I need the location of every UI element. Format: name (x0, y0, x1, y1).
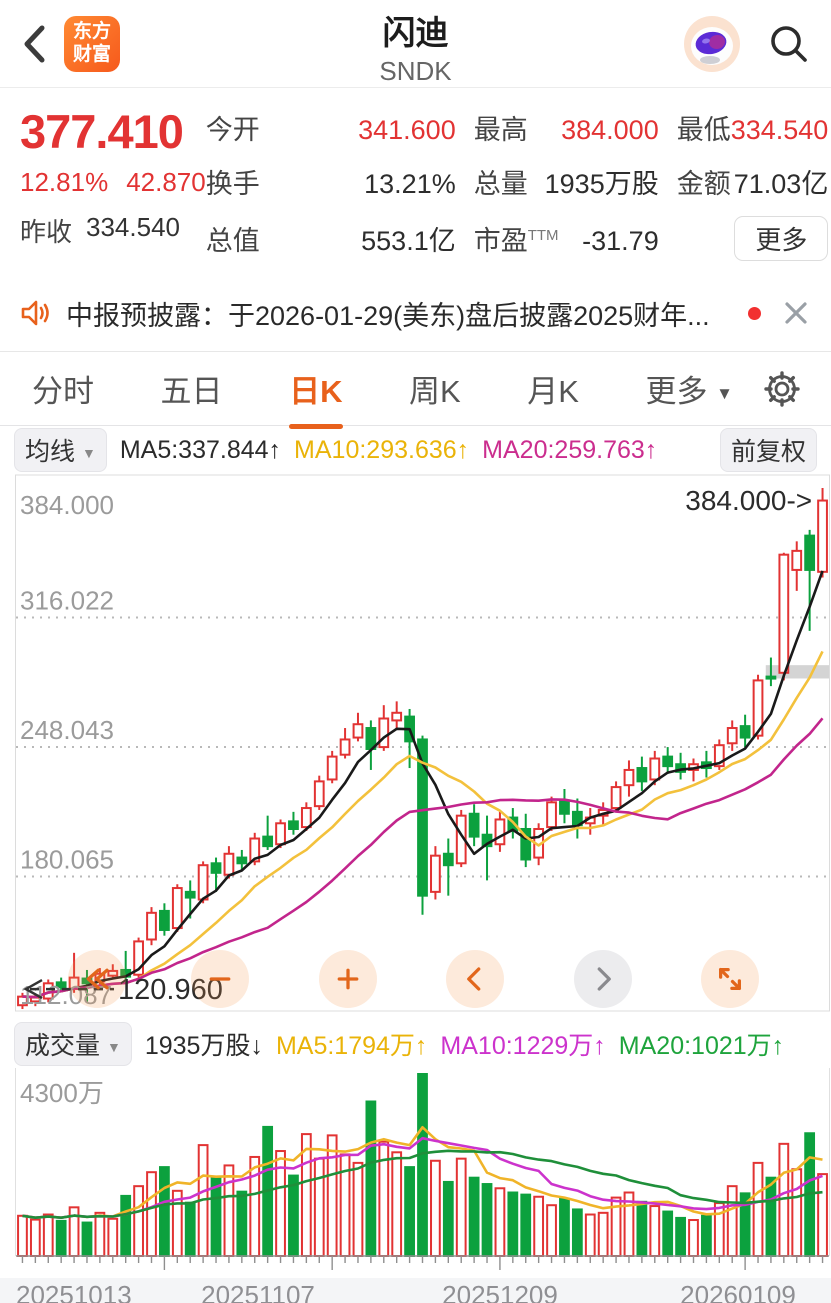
adjust-mode-button[interactable]: 前复权 (719, 428, 817, 472)
volume-dropdown-button[interactable]: 成交量 ▼ (14, 1022, 132, 1066)
more-button[interactable]: 更多 (734, 216, 829, 261)
app-header: 东方 财富 闪迪 SNDK (0, 0, 831, 88)
prev-close-label: 昨收 (20, 217, 73, 247)
zoom-in-button[interactable] (319, 950, 377, 1008)
date-label: 20251209 (442, 1280, 558, 1303)
volume-chart-area[interactable]: 4300万 (0, 1068, 831, 1278)
chevron-down-icon: ▼ (106, 1039, 121, 1055)
ma20-value: MA20:259.763↑ (482, 435, 658, 464)
next-icon (597, 967, 611, 991)
price-change: 12.81% 42.870 (20, 167, 206, 198)
prev-icon (467, 967, 481, 991)
back-button[interactable] (20, 19, 54, 69)
eastmoney-logo: 东方 财富 (64, 15, 120, 72)
ma5-value: MA5:337.844↑ (119, 435, 282, 464)
dropdown-triangle-icon: ▼ (716, 384, 733, 403)
zoom-out-icon (209, 977, 231, 981)
stat-今开: 今开 341.600 (205, 115, 456, 145)
chart-controls (0, 950, 831, 1010)
close-icon[interactable] (781, 298, 811, 328)
volume-current: 1935万股↓ (144, 1032, 263, 1060)
svg-text:120.960: 120.960 (118, 974, 223, 1006)
vol-ma20-value: MA20:1021万↑ (618, 1032, 785, 1060)
svg-text:384.000: 384.000 (20, 490, 114, 520)
tab-日K[interactable]: 日K (287, 358, 344, 419)
stat-总量: 总量 1935万股 (473, 169, 659, 199)
vol-ma10-value: MA10:1229万↑ (440, 1032, 606, 1060)
svg-text:384.000->: 384.000-> (685, 485, 812, 516)
stat-最高: 最高 384.000 (473, 115, 659, 145)
stat-最低: 最低 334.540 (676, 115, 829, 145)
tab-周K[interactable]: 周K (409, 374, 461, 409)
logo-line2: 财富 (72, 43, 111, 65)
quote-panel: 377.410 12.81% 42.870 昨收 334.540 今开 341.6… (0, 88, 831, 275)
fullscreen-icon (719, 968, 741, 990)
kline-chart-area[interactable]: 384.000 316.022 248.043 180.065 112.087 120.9… (0, 474, 831, 1020)
chevron-down-icon: ▼ (81, 445, 96, 461)
prev-button[interactable] (446, 950, 504, 1008)
period-tabs: 分时 五日 日K 周K 月K 更多 ▼ (0, 352, 831, 426)
next-button[interactable] (574, 950, 632, 1008)
svg-text:316.022: 316.022 (20, 585, 114, 615)
stat-总值: 总值 553.1亿 (205, 226, 456, 256)
zoom-out-button[interactable] (191, 950, 249, 1008)
back-chevron-icon (24, 25, 45, 62)
settings-gear-icon[interactable] (763, 370, 801, 408)
date-label: 20251013 (16, 1280, 132, 1303)
svg-text:4300万: 4300万 (20, 1078, 104, 1108)
last-price: 377.410 (20, 105, 184, 158)
stat-换手: 换手 13.21% (205, 169, 456, 199)
tab-月K[interactable]: 月K (527, 374, 579, 409)
stat-金额: 金额 71.03亿 (676, 169, 829, 199)
rewind-button[interactable] (68, 950, 126, 1008)
volume-legend: 成交量 ▼ 1935万股↓ MA5:1794万↑ MA10:1229万↑ MA2… (0, 1020, 831, 1068)
change-absolute: 42.870 (126, 167, 206, 197)
stat-市盈: 市盈TTM -31.79 (473, 226, 659, 256)
quote-stats-grid: 今开 341.600 最高 384.000 最低 334.540 换手 13.21% 总量 193… (206, 104, 829, 261)
fullscreen-button[interactable] (701, 950, 759, 1008)
date-label: 20251107 (201, 1280, 315, 1303)
svg-text:248.043: 248.043 (20, 715, 114, 745)
date-axis: 20251013 20251107 20251209 20260109 (0, 1278, 831, 1303)
unread-dot (748, 306, 761, 320)
speaker-icon (21, 300, 49, 326)
vol-ma5-value: MA5:1794万↑ (275, 1032, 428, 1060)
news-banner[interactable]: 中报预披露：于2026-01-29(美东)盘后披露2025财年... (0, 275, 831, 352)
logo-line1: 东方 (72, 20, 111, 42)
rewind-icon (86, 968, 109, 990)
assistant-avatar[interactable] (683, 15, 741, 73)
date-label: 20260109 (680, 1280, 796, 1303)
tab-更多[interactable]: 更多 ▼ (645, 374, 733, 409)
volume-chart[interactable]: 4300万 (0, 1068, 831, 1278)
prev-close-value: 334.540 (86, 212, 180, 242)
tab-分时[interactable]: 分时 (32, 374, 94, 409)
ma-dropdown-button[interactable]: 均线 ▼ (14, 428, 107, 472)
svg-text:180.065: 180.065 (20, 845, 114, 875)
news-text[interactable]: 中报预披露：于2026-01-29(美东)盘后披露2025财年... (66, 300, 710, 331)
ma10-value: MA10:293.636↑ (294, 435, 470, 464)
zoom-in-icon (337, 968, 359, 990)
search-icon[interactable] (767, 22, 811, 66)
tab-五日[interactable]: 五日 (160, 374, 223, 409)
change-percent: 12.81% (20, 167, 109, 197)
kline-legend: 均线 ▼ MA5:337.844↑ MA10:293.636↑ MA20:259… (0, 426, 831, 474)
prev-close: 昨收 334.540 (20, 212, 206, 249)
